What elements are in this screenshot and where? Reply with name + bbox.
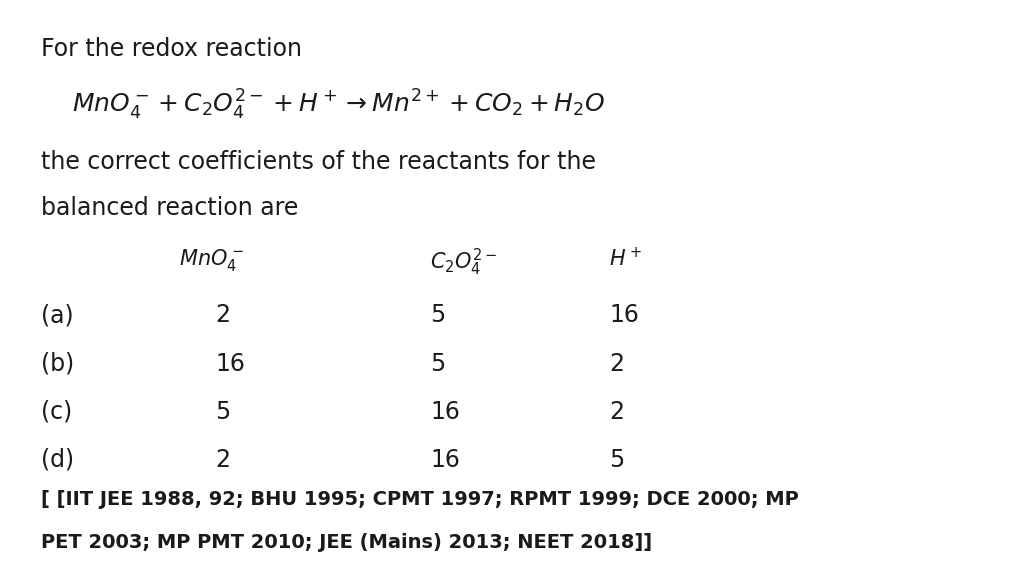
Text: For the redox reaction: For the redox reaction xyxy=(41,37,302,61)
Text: 2: 2 xyxy=(215,448,230,472)
Text: balanced reaction are: balanced reaction are xyxy=(41,196,298,219)
Text: PET 2003; MP PMT 2010; JEE (Mains) 2013; NEET 2018]]: PET 2003; MP PMT 2010; JEE (Mains) 2013;… xyxy=(41,533,652,552)
Text: 16: 16 xyxy=(430,448,460,472)
Text: 5: 5 xyxy=(609,448,625,472)
Text: 16: 16 xyxy=(609,303,639,327)
Text: 5: 5 xyxy=(430,352,445,375)
Text: 2: 2 xyxy=(609,400,625,424)
Text: (a): (a) xyxy=(41,303,74,327)
Text: (b): (b) xyxy=(41,352,74,375)
Text: $\mathit{MnO_4^- + C_2O_4^{2-} + H^+ \rightarrow Mn^{2+} + CO_2 + H_2O}$: $\mathit{MnO_4^- + C_2O_4^{2-} + H^+ \ri… xyxy=(72,88,605,122)
Text: 16: 16 xyxy=(430,400,460,424)
Text: 5: 5 xyxy=(215,400,230,424)
Text: 2: 2 xyxy=(215,303,230,327)
Text: $MnO_4^-$: $MnO_4^-$ xyxy=(179,247,244,273)
Text: $C_2O_4^{2-}$: $C_2O_4^{2-}$ xyxy=(430,247,498,278)
Text: 16: 16 xyxy=(215,352,245,375)
Text: 2: 2 xyxy=(609,352,625,375)
Text: [ [IIT JEE 1988, 92; BHU 1995; CPMT 1997; RPMT 1999; DCE 2000; MP: [ [IIT JEE 1988, 92; BHU 1995; CPMT 1997… xyxy=(41,490,799,510)
Text: 5: 5 xyxy=(430,303,445,327)
Text: the correct coefficients of the reactants for the: the correct coefficients of the reactant… xyxy=(41,150,596,174)
Text: (c): (c) xyxy=(41,400,73,424)
Text: $H^+$: $H^+$ xyxy=(609,247,642,270)
Text: (d): (d) xyxy=(41,448,74,472)
